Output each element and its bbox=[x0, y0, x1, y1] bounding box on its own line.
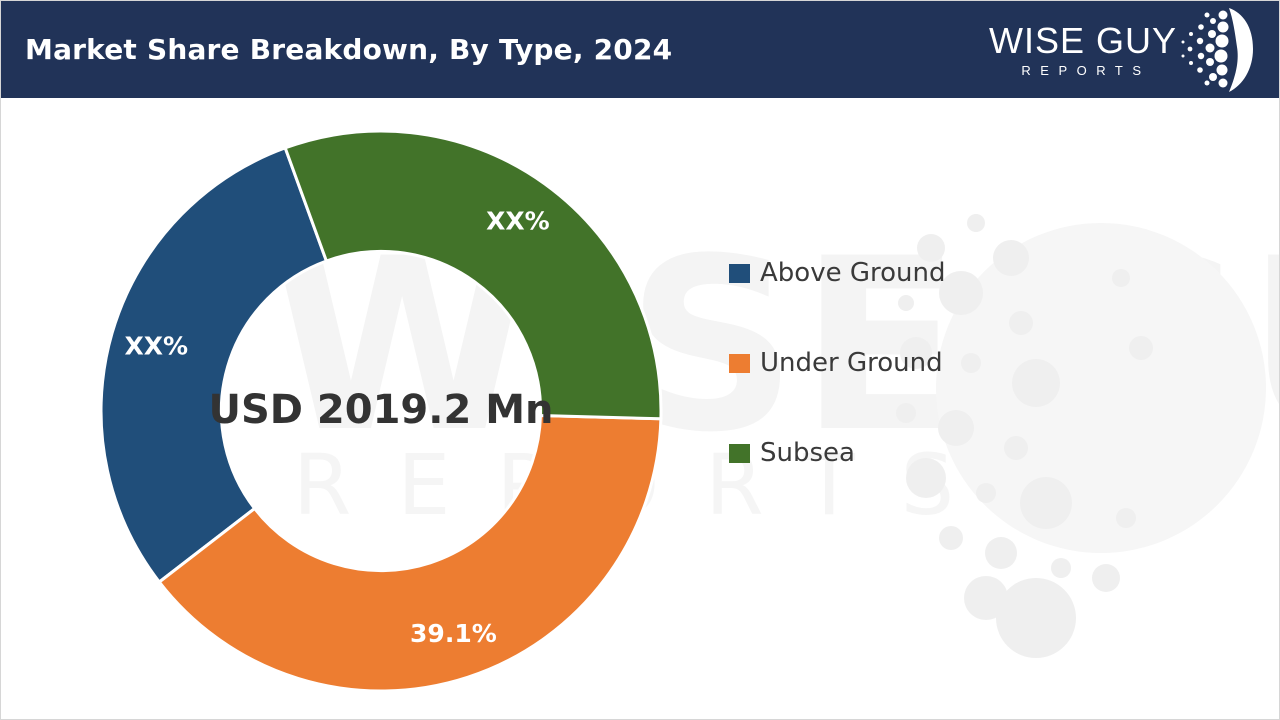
logo-wordmark: WISE GUY REPORTS bbox=[988, 19, 1177, 78]
legend-item-under-ground: Under Ground bbox=[729, 350, 945, 376]
donut-segment-subsea bbox=[283, 129, 663, 421]
legend-swatch-above-ground bbox=[729, 263, 750, 283]
segment-value-label-subsea: XX% bbox=[486, 207, 550, 236]
legend-label-above-ground: Above Ground bbox=[760, 258, 946, 288]
page-title: Market Share Breakdown, By Type, 2024 bbox=[25, 33, 673, 66]
legend-swatch-subsea bbox=[729, 443, 750, 463]
segment-value-label-above-ground: XX% bbox=[124, 331, 188, 360]
segment-value-label-under-ground: 39.1% bbox=[410, 619, 497, 648]
wise-guy-reports-logo: WISE GUY REPORTS bbox=[989, 7, 1255, 93]
donut-segment-under-ground bbox=[157, 414, 663, 693]
legend-label-under-ground: Under Ground bbox=[760, 348, 943, 378]
logo-head-icon bbox=[1181, 7, 1253, 92]
header: Market Share Breakdown, By Type, 2024 WI… bbox=[1, 1, 1279, 98]
donut-segment-above-ground bbox=[99, 146, 328, 584]
legend-swatch-under-ground bbox=[729, 353, 750, 373]
chart-center-value: USD 2019.2 Mn bbox=[208, 387, 554, 433]
legend-item-subsea: Subsea bbox=[729, 440, 945, 466]
chart-area: WISE GUY REPORTS XX%39.1%XX% U bbox=[1, 98, 1279, 719]
legend: Above Ground Under Ground Subsea bbox=[729, 260, 945, 466]
donut-chart: XX% 39.1% XX% bbox=[99, 129, 663, 693]
background-dots-pattern bbox=[896, 214, 1266, 658]
legend-item-above-ground: Above Ground bbox=[729, 260, 945, 286]
legend-label-subsea: Subsea bbox=[760, 438, 855, 468]
logo-wordmark-line2: REPORTS bbox=[1021, 62, 1151, 78]
logo-wordmark-line1: WISE GUY bbox=[988, 19, 1177, 61]
